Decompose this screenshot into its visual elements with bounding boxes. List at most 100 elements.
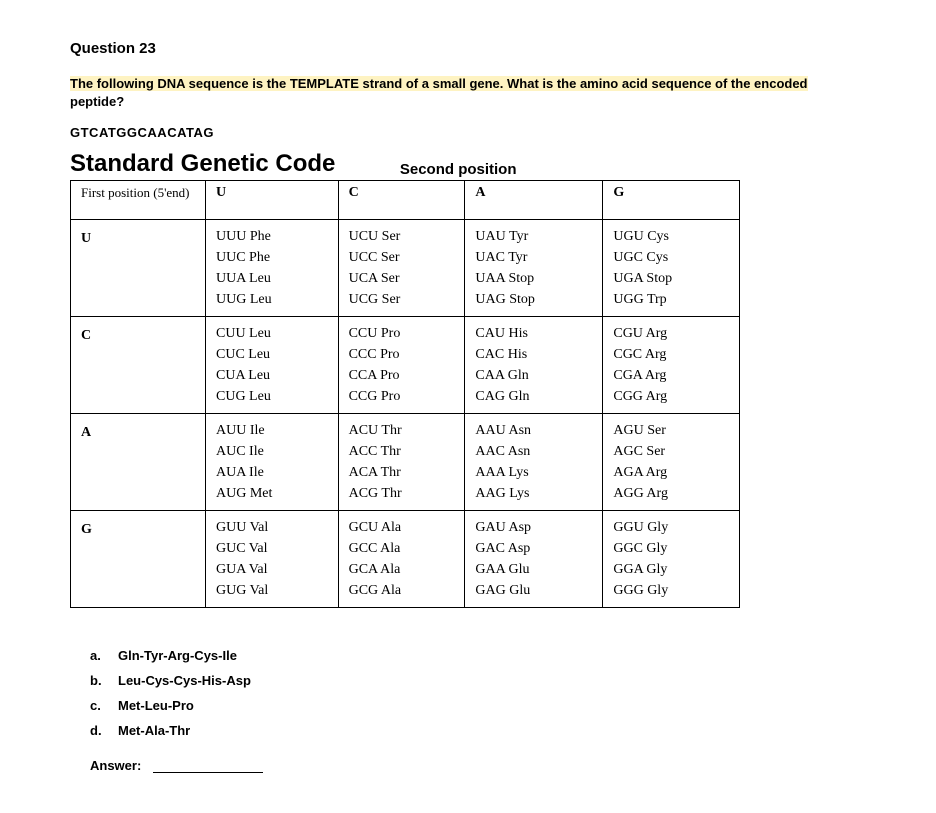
codon-cell: GUU ValGUC ValGUA ValGUG Val: [206, 511, 339, 608]
codon-entry: UGC Cys: [613, 247, 729, 268]
codon-entry: UAG Stop: [475, 289, 592, 310]
option-letter: b.: [90, 673, 118, 688]
codon-table: First position (5'end) U C A G UUUU PheU…: [70, 180, 740, 608]
codon-entry: CUU Leu: [216, 323, 328, 344]
codon-entry: CAC His: [475, 344, 592, 365]
codon-entry: UCA Ser: [349, 268, 455, 289]
option-text: Leu-Cys-Cys-His-Asp: [118, 673, 251, 688]
codon-entry: GAG Glu: [475, 580, 592, 601]
codon-entry: AAG Lys: [475, 483, 592, 504]
answer-option[interactable]: d.Met-Ala-Thr: [90, 723, 866, 738]
codon-entry: AUC Ile: [216, 441, 328, 462]
codon-entry: ACC Thr: [349, 441, 455, 462]
row-label: A: [71, 414, 206, 511]
option-letter: c.: [90, 698, 118, 713]
codon-cell: ACU ThrACC ThrACA ThrACG Thr: [338, 414, 465, 511]
codon-entry: CUG Leu: [216, 386, 328, 407]
codon-entry: CGA Arg: [613, 365, 729, 386]
codon-entry: UUA Leu: [216, 268, 328, 289]
row-label: U: [71, 220, 206, 317]
codon-cell: UGU CysUGC CysUGA StopUGG Trp: [603, 220, 740, 317]
codon-entry: AGC Ser: [613, 441, 729, 462]
codon-entry: GAU Asp: [475, 517, 592, 538]
table-row: CCUU LeuCUC LeuCUA LeuCUG LeuCCU ProCCC …: [71, 317, 740, 414]
codon-entry: UGA Stop: [613, 268, 729, 289]
question-prompt: The following DNA sequence is the TEMPLA…: [70, 75, 866, 111]
codon-entry: CGC Arg: [613, 344, 729, 365]
header-col-u: U: [206, 181, 339, 220]
codon-entry: GUA Val: [216, 559, 328, 580]
codon-entry: GUU Val: [216, 517, 328, 538]
option-text: Met-Leu-Pro: [118, 698, 194, 713]
codon-entry: AAC Asn: [475, 441, 592, 462]
codon-entry: AUU Ile: [216, 420, 328, 441]
codon-entry: CAU His: [475, 323, 592, 344]
codon-entry: GGA Gly: [613, 559, 729, 580]
codon-entry: CUA Leu: [216, 365, 328, 386]
table-row: U UUU PheUUC PheUUA LeuUUG Leu UCU SerUCC …: [71, 220, 740, 317]
answer-option[interactable]: a.Gln-Tyr-Arg-Cys-Ile: [90, 648, 866, 663]
codon-entry: ACA Thr: [349, 462, 455, 483]
row-label: G: [71, 511, 206, 608]
second-position-label: Second position: [400, 161, 517, 178]
codon-entry: GGG Gly: [613, 580, 729, 601]
codon-entry: GCC Ala: [349, 538, 455, 559]
option-letter: d.: [90, 723, 118, 738]
codon-entry: UUU Phe: [216, 226, 328, 247]
option-text: Gln-Tyr-Arg-Cys-Ile: [118, 648, 237, 663]
codon-entry: UCC Ser: [349, 247, 455, 268]
codon-cell: AUU IleAUC IleAUA IleAUG Met: [206, 414, 339, 511]
codon-cell: UAU TyrUAC TyrUAA StopUAG Stop: [465, 220, 603, 317]
answer-option[interactable]: b.Leu-Cys-Cys-His-Asp: [90, 673, 866, 688]
codon-cell: GGU GlyGGC GlyGGA GlyGGG Gly: [603, 511, 740, 608]
prompt-rest: peptide?: [70, 94, 124, 109]
codon-entry: AGA Arg: [613, 462, 729, 483]
option-text: Met-Ala-Thr: [118, 723, 190, 738]
option-letter: a.: [90, 648, 118, 663]
answer-blank[interactable]: [153, 772, 263, 773]
codon-entry: GCU Ala: [349, 517, 455, 538]
codon-cell: GCU AlaGCC AlaGCA AlaGCG Ala: [338, 511, 465, 608]
codon-entry: GGC Gly: [613, 538, 729, 559]
codon-entry: UAA Stop: [475, 268, 592, 289]
codon-cell: CCU ProCCC ProCCA ProCCG Pro: [338, 317, 465, 414]
prompt-highlight: The following DNA sequence is the TEMPLA…: [70, 76, 808, 91]
answer-options: a.Gln-Tyr-Arg-Cys-Ileb.Leu-Cys-Cys-His-A…: [90, 648, 866, 738]
codon-entry: CUC Leu: [216, 344, 328, 365]
codon-entry: AAA Lys: [475, 462, 592, 483]
codon-entry: AGG Arg: [613, 483, 729, 504]
codon-entry: CCG Pro: [349, 386, 455, 407]
table-header-row: First position (5'end) U C A G: [71, 181, 740, 220]
codon-entry: CCA Pro: [349, 365, 455, 386]
answer-option[interactable]: c.Met-Leu-Pro: [90, 698, 866, 713]
codon-entry: AUA Ile: [216, 462, 328, 483]
codon-entry: UUC Phe: [216, 247, 328, 268]
codon-entry: CCU Pro: [349, 323, 455, 344]
question-number: Question 23: [70, 40, 866, 57]
codon-entry: UCG Ser: [349, 289, 455, 310]
codon-entry: AUG Met: [216, 483, 328, 504]
codon-cell: GAU AspGAC AspGAA GluGAG Glu: [465, 511, 603, 608]
codon-entry: ACU Thr: [349, 420, 455, 441]
codon-entry: GUG Val: [216, 580, 328, 601]
codon-entry: CAG Gln: [475, 386, 592, 407]
codon-cell: UCU SerUCC SerUCA SerUCG Ser: [338, 220, 465, 317]
codon-cell: CAU HisCAC HisCAA GlnCAG Gln: [465, 317, 603, 414]
codon-entry: AGU Ser: [613, 420, 729, 441]
codon-entry: UUG Leu: [216, 289, 328, 310]
answer-label: Answer:: [90, 758, 141, 773]
codon-entry: GCG Ala: [349, 580, 455, 601]
codon-entry: GUC Val: [216, 538, 328, 559]
codon-cell: AAU AsnAAC AsnAAA LysAAG Lys: [465, 414, 603, 511]
codon-entry: GAC Asp: [475, 538, 592, 559]
answer-line: Answer:: [90, 758, 866, 773]
table-title: Standard Genetic Code: [70, 150, 335, 178]
codon-entry: CCC Pro: [349, 344, 455, 365]
codon-entry: CGU Arg: [613, 323, 729, 344]
codon-entry: GGU Gly: [613, 517, 729, 538]
codon-entry: UAU Tyr: [475, 226, 592, 247]
codon-entry: GAA Glu: [475, 559, 592, 580]
header-col-c: C: [338, 181, 465, 220]
codon-entry: ACG Thr: [349, 483, 455, 504]
table-heading-row: Standard Genetic Code Second position: [70, 150, 866, 178]
